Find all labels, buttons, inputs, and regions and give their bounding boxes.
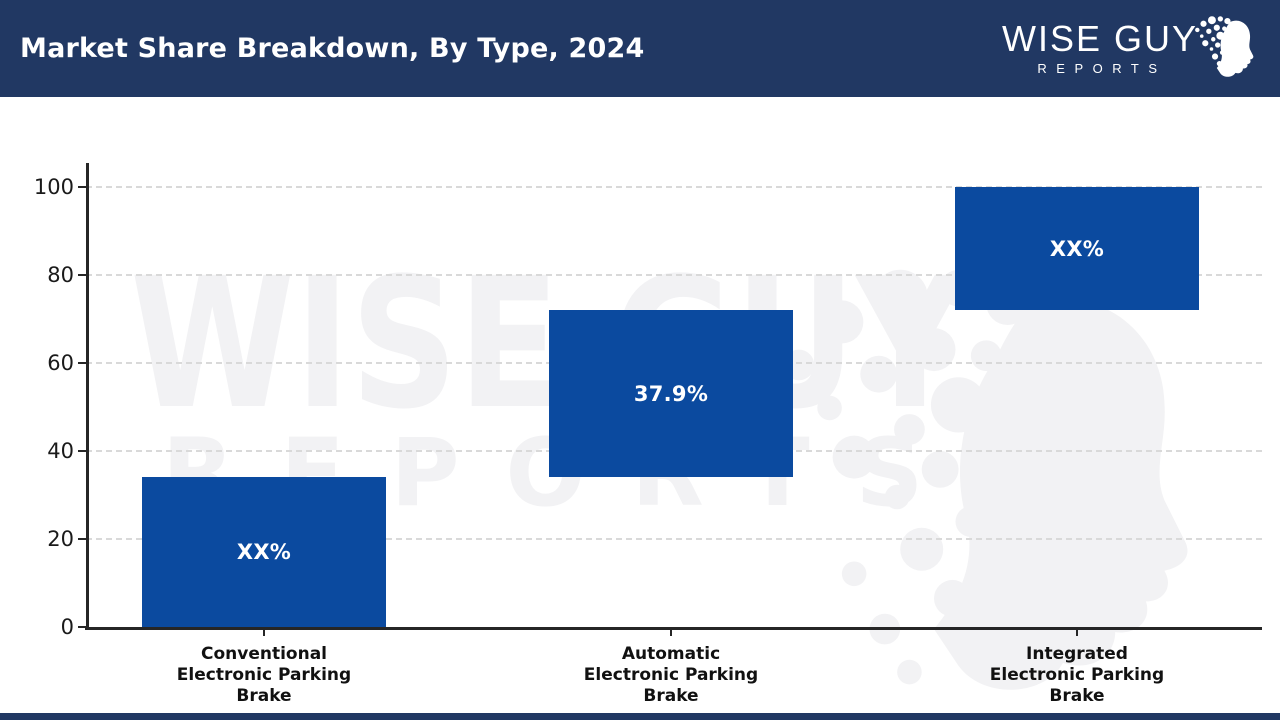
footer-bar: [0, 713, 1280, 720]
y-axis-tick-label: 60: [47, 351, 74, 375]
x-axis-category-label: Automatic Electronic Parking Brake: [583, 644, 759, 706]
bar-value-label: XX%: [1049, 236, 1105, 261]
y-gridline: [86, 274, 1262, 276]
y-axis-tick: [78, 362, 86, 364]
logo-text: WISE GUY REPORTS: [1001, 18, 1198, 77]
y-axis-tick-label: 20: [47, 527, 74, 551]
y-axis-line: [86, 163, 89, 630]
y-axis-tick-label: 40: [47, 439, 74, 463]
logo-face-icon: [1195, 15, 1254, 77]
y-axis-tick: [78, 538, 86, 540]
x-axis-tick: [670, 629, 672, 636]
x-axis-tick: [263, 629, 265, 636]
y-axis-tick: [78, 274, 86, 276]
x-axis-category-label: Integrated Electronic Parking Brake: [989, 644, 1165, 706]
brand-logo: WISE GUY REPORTS: [1002, 15, 1254, 83]
y-axis-tick: [78, 626, 86, 628]
y-axis-tick-label: 100: [33, 175, 74, 199]
x-axis-tick: [1076, 629, 1078, 636]
plot-area: 0 20 40 60 80 100 XX% 37.9% XX% Conventional Elec…: [0, 97, 1280, 714]
bar-segment: XX%: [955, 187, 1199, 311]
page-title: Market Share Breakdown, By Type, 2024: [20, 33, 645, 64]
y-gridline: [86, 186, 1262, 188]
y-axis-tick-label: 80: [47, 263, 74, 287]
header: Market Share Breakdown, By Type, 2024 WI…: [0, 0, 1280, 97]
x-axis-line: [85, 627, 1262, 630]
bar-value-label: XX%: [236, 539, 292, 564]
y-gridline: [86, 538, 1262, 540]
logo-subtext: REPORTS: [1037, 61, 1167, 76]
bar-value-label: 37.9%: [633, 381, 709, 406]
bar-segment: 37.9%: [549, 310, 793, 477]
bar-segment: XX%: [142, 476, 386, 627]
chart-area: WISE GUY REPORTS 020406080100XX%37.9%XX%…: [0, 97, 1280, 714]
y-axis-tick: [78, 450, 86, 452]
x-axis-category-label: Conventional Electronic Parking Brake: [176, 644, 352, 706]
y-axis-tick-label: 0: [60, 615, 74, 639]
y-axis-tick: [78, 186, 86, 188]
logo-wordmark: WISE GUY: [1001, 18, 1198, 59]
